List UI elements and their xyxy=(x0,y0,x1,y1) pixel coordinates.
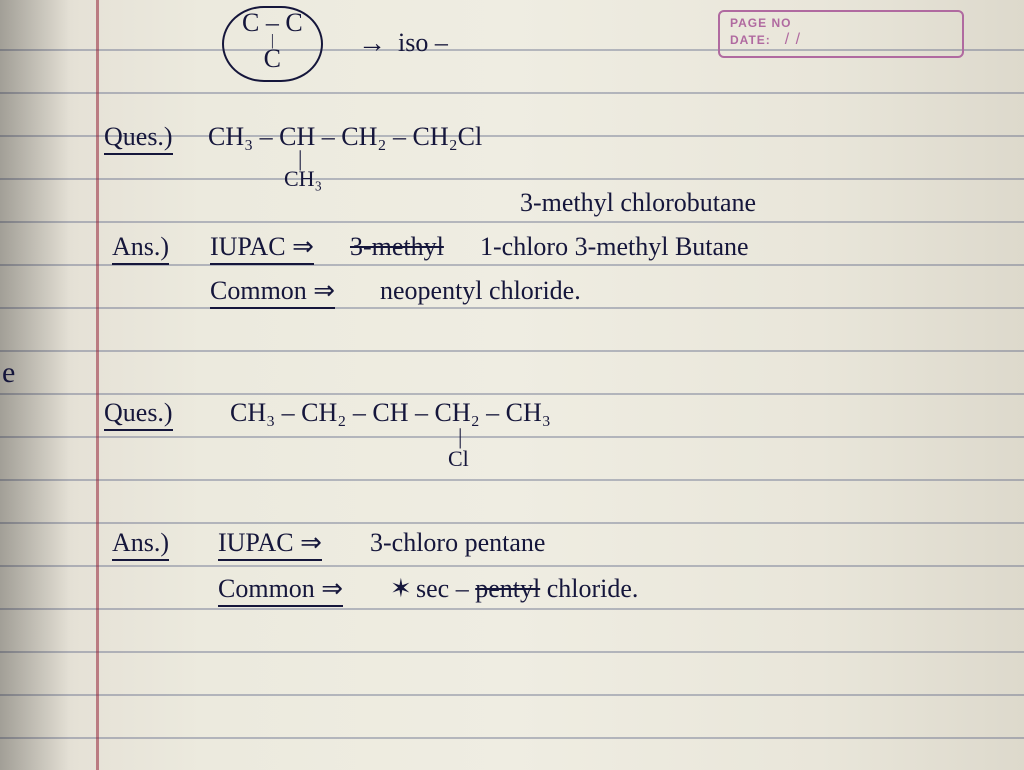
q1-formula: CH₃ – CH – CH₂ – CH₂Cl xyxy=(208,124,482,150)
iso-arrow: → xyxy=(358,30,386,58)
stamp-page-label: PAGE NO xyxy=(730,16,791,30)
q2-formula: CH₃ – CH₂ – CH – CH₂ – CH₃ xyxy=(230,400,551,426)
q2-common-name: sec – pentyl chloride. xyxy=(416,576,638,602)
stamp-date-label: DATE: xyxy=(730,33,771,47)
q2-ques-label: Ques.) xyxy=(104,400,173,426)
iso-line1: C – C xyxy=(242,12,303,34)
page-stamp: PAGE NO DATE: / / xyxy=(718,10,964,58)
q1-formula-sub: CH₃ xyxy=(284,168,322,190)
q2-scribble: ✶ xyxy=(390,576,412,602)
ruled-lines xyxy=(0,0,1024,770)
margin-line xyxy=(96,0,99,770)
q2-common-lead: Common ⇒ xyxy=(218,576,343,602)
edge-letter: e xyxy=(2,356,15,390)
q2-iupac-lead: IUPAC ⇒ xyxy=(218,530,322,556)
q2-formula-bar: | xyxy=(458,426,462,448)
stamp-date-slashes: / / xyxy=(785,30,801,49)
q1-ques-label: Ques.) xyxy=(104,124,173,150)
q1-iupac-name: 1-chloro 3-methyl Butane xyxy=(480,234,749,260)
q1-common-lead: Common ⇒ xyxy=(210,278,335,304)
q1-ans-label: Ans.) xyxy=(112,234,169,260)
iso-label: iso – xyxy=(398,30,448,56)
notebook-page: PAGE NO DATE: / / C – C | C → iso – Ques… xyxy=(0,0,1024,770)
q1-strike: 3-methyl xyxy=(350,234,444,260)
q1-iupac-lead: IUPAC ⇒ xyxy=(210,234,314,260)
q2-formula-sub: Cl xyxy=(448,448,469,470)
q2-ans-label: Ans.) xyxy=(112,530,169,556)
q1-above-line: 3-methyl chlorobutane xyxy=(520,190,756,216)
iso-line3: C xyxy=(264,48,281,70)
q1-common-name: neopentyl chloride. xyxy=(380,278,581,304)
q2-iupac-name: 3-chloro pentane xyxy=(370,530,545,556)
iso-circle: C – C | C xyxy=(222,6,323,82)
q2-common-strike: pentyl xyxy=(475,574,540,603)
